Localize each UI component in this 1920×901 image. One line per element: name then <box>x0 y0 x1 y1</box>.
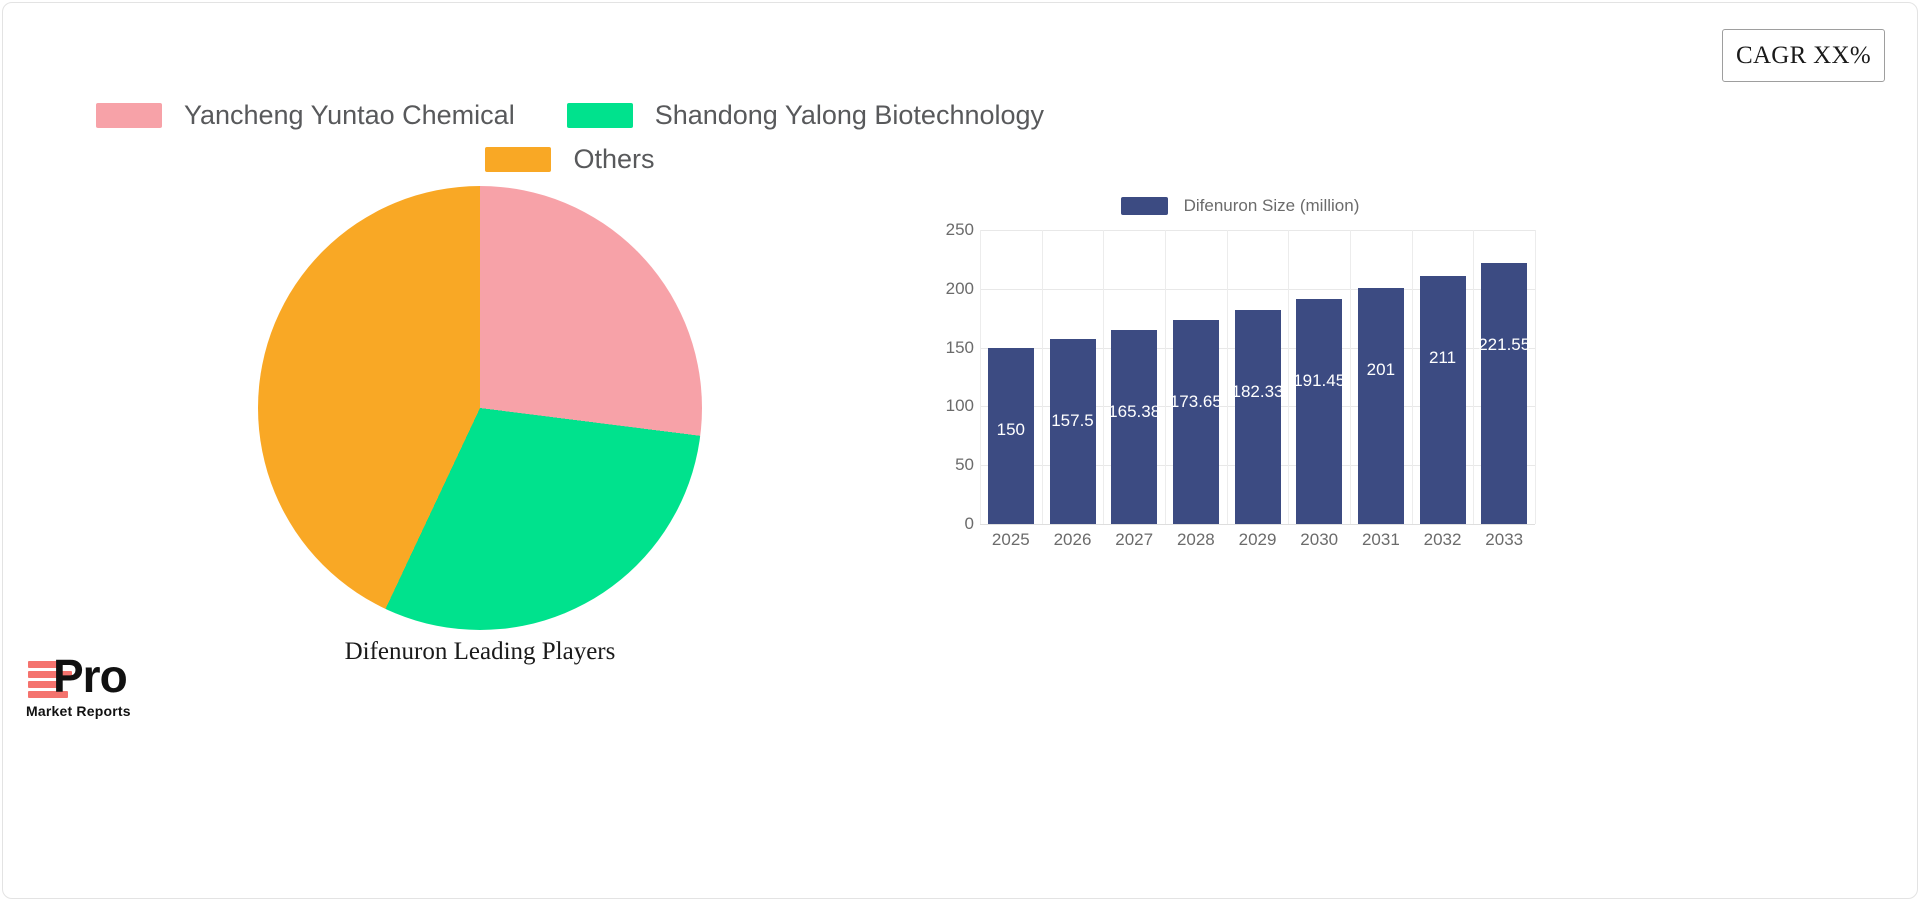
x-tick-label: 2033 <box>1485 530 1524 549</box>
bar-value-label: 182.33 <box>1231 381 1284 401</box>
bar-value-label: 173.65 <box>1169 391 1222 411</box>
pie-legend-row-2: Others <box>60 144 1080 175</box>
bar-slot: 157.5 <box>1042 230 1104 524</box>
pie-chart-title: Difenuron Leading Players <box>344 638 616 665</box>
bar-slot: 173.65 <box>1165 230 1227 524</box>
pie-legend-label-1: Shandong Yalong Biotechnology <box>654 100 1045 130</box>
logo-bars-icon <box>28 659 78 703</box>
y-tick-label: 200 <box>945 278 974 298</box>
bar-slot: 221.55 <box>1473 230 1535 524</box>
category-separator <box>1041 230 1043 524</box>
pie-legend: Yancheng Yuntao Chemical Shandong Yalong… <box>60 100 1080 175</box>
bar-chart: Difenuron Size (million) 0 50 100 150 200 250… <box>930 196 1550 566</box>
category-separator <box>1288 230 1290 524</box>
bar-slot: 191.45 <box>1288 230 1350 524</box>
category-separator <box>1350 230 1351 524</box>
legend-swatch-icon <box>566 103 633 128</box>
cagr-badge: CAGR XX% <box>1722 29 1885 82</box>
pie-legend-item-2[interactable]: Others <box>485 144 655 175</box>
y-axis: 0 50 100 150 200 250 <box>932 220 974 533</box>
bar-value-label: 211 <box>1428 347 1457 367</box>
y-tick-label: 250 <box>945 220 974 239</box>
bar[interactable]: 191.45 <box>1293 298 1346 524</box>
x-tick-label: 2026 <box>1053 530 1092 549</box>
bar-value-label: 150 <box>996 419 1026 439</box>
y-tick-label: 100 <box>945 396 974 416</box>
pie-chart <box>258 186 702 630</box>
category-separator <box>1226 230 1228 524</box>
legend-swatch-icon <box>1120 197 1168 215</box>
gridline <box>980 230 1535 231</box>
legend-swatch-icon <box>485 147 552 172</box>
bar-chart-plot-area: 0 50 100 150 200 250 150 157.5 165.38 173.65 182.… <box>946 220 1536 549</box>
bar-slot: 150 <box>980 230 1042 524</box>
gridline <box>980 288 1535 290</box>
x-axis: 2025 2026 2027 2028 2029 2030 2031 2032 2033 <box>980 530 1535 550</box>
bar-value-label: 165.38 <box>1108 401 1161 421</box>
x-tick-label: 2031 <box>1361 530 1400 549</box>
bar-series: 150 157.5 165.38 173.65 182.33 191.45 201 211 22… <box>980 230 1535 524</box>
bar[interactable]: 201 <box>1357 287 1404 524</box>
bar[interactable]: 150 <box>987 347 1034 524</box>
bar-value-label: 191.45 <box>1293 370 1346 390</box>
bar-chart-legend-label: Difenuron Size (million) <box>1183 196 1360 215</box>
bar-value-label: 157.5 <box>1051 410 1094 430</box>
bar[interactable]: 173.65 <box>1169 319 1222 524</box>
bar-value-label: 221.55 <box>1478 335 1531 355</box>
legend-swatch-icon <box>95 103 162 128</box>
category-separator <box>980 230 981 524</box>
category-separator <box>1473 230 1475 524</box>
bar-chart-legend[interactable]: Difenuron Size (million) <box>930 196 1550 216</box>
bar[interactable]: 165.38 <box>1108 329 1161 524</box>
y-tick-label: 50 <box>955 455 974 475</box>
y-tick-label: 150 <box>945 337 974 357</box>
category-separator <box>1165 230 1166 524</box>
gridline <box>980 524 1535 525</box>
pie-legend-item-0[interactable]: Yancheng Yuntao Chemical <box>95 100 515 131</box>
bar[interactable]: 157.5 <box>1049 338 1096 524</box>
bar[interactable]: 182.33 <box>1231 309 1284 524</box>
category-separator <box>1411 230 1413 524</box>
x-tick-label: 2029 <box>1238 530 1277 549</box>
bar-slot: 201 <box>1350 230 1412 524</box>
brand-logo: Pro Market Reports <box>20 650 210 727</box>
bar[interactable]: 221.55 <box>1478 263 1531 524</box>
logo-tagline: Market Reports <box>26 703 131 719</box>
bar-slot: 182.33 <box>1227 230 1289 524</box>
y-tick-label: 0 <box>964 514 974 533</box>
logo-wordmark: Pro <box>53 650 128 702</box>
x-tick-label: 2027 <box>1115 530 1154 549</box>
pie-legend-label-0: Yancheng Yuntao Chemical <box>183 100 515 130</box>
x-tick-label: 2028 <box>1176 530 1215 549</box>
pie-legend-row-1: Yancheng Yuntao Chemical Shandong Yalong… <box>60 100 1080 131</box>
x-tick-label: 2025 <box>991 530 1030 549</box>
bar-slot: 165.38 <box>1103 230 1165 524</box>
category-separator <box>1535 230 1536 524</box>
x-tick-label: 2032 <box>1423 530 1462 549</box>
category-separator <box>1103 230 1105 524</box>
bar[interactable]: 211 <box>1419 275 1466 524</box>
pie-legend-label-2: Others <box>573 144 655 174</box>
pie-slices <box>258 186 702 630</box>
bar-value-label: 201 <box>1366 359 1396 379</box>
x-tick-label: 2030 <box>1300 530 1339 549</box>
bar-slot: 211 <box>1412 230 1474 524</box>
pie-legend-item-1[interactable]: Shandong Yalong Biotechnology <box>566 100 1045 131</box>
